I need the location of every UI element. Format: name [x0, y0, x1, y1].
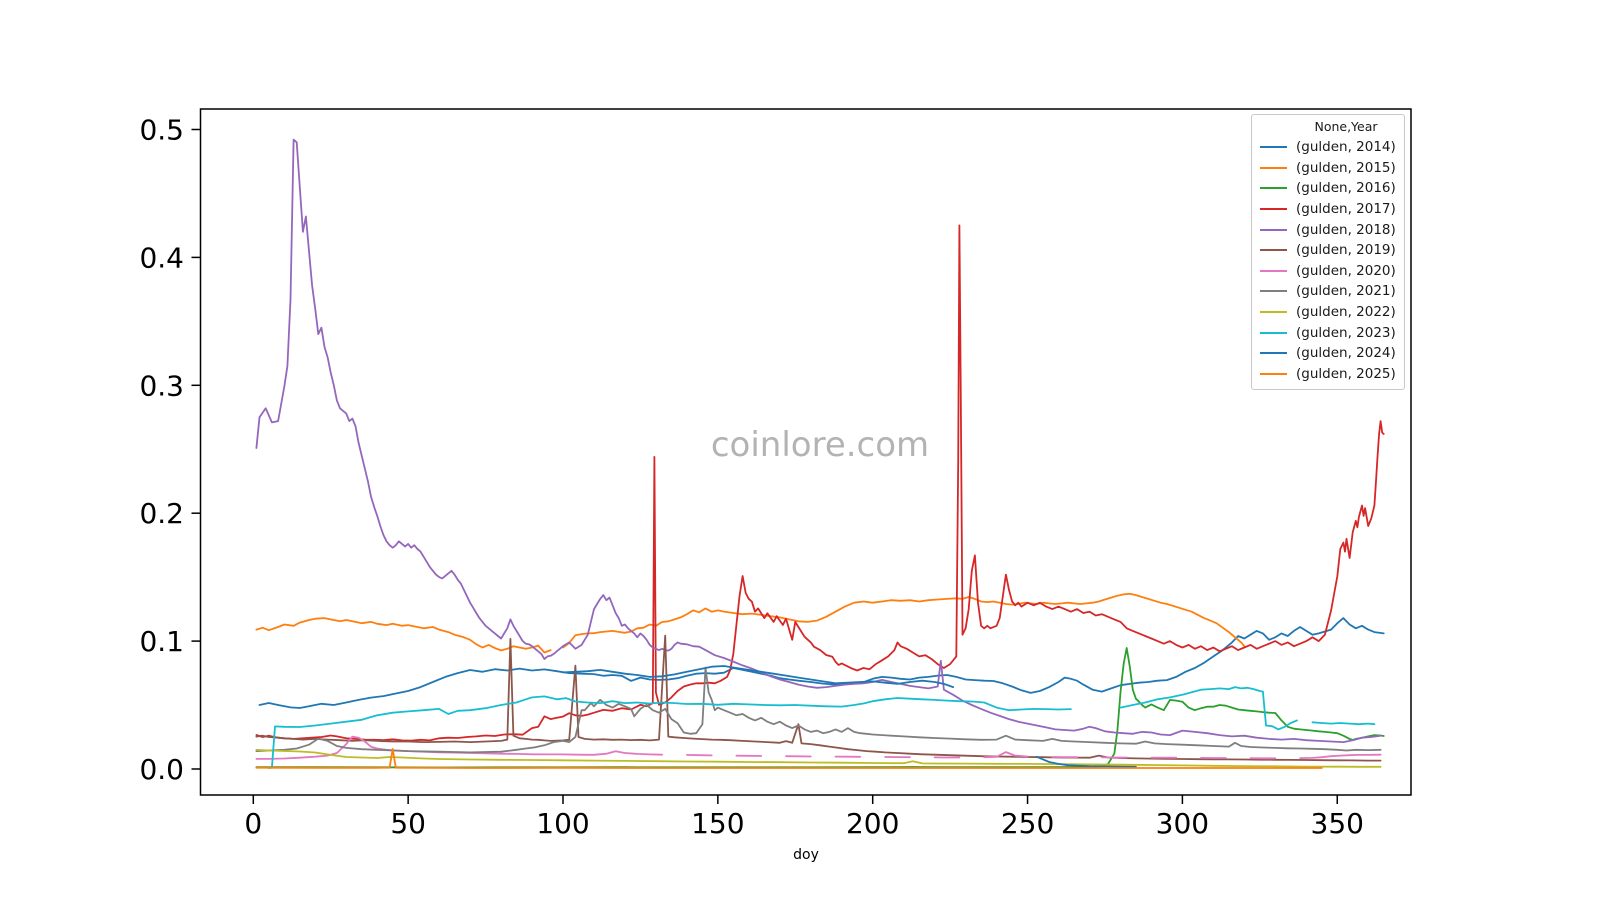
legend-item: (gulden, 2018)	[1252, 219, 1404, 240]
series-line-2017	[255, 224, 1385, 742]
legend-item: (gulden, 2017)	[1252, 199, 1404, 220]
series-line-2024	[1035, 755, 1137, 768]
legend-line-swatch	[1260, 352, 1287, 355]
series-line-2023	[1119, 686, 1298, 731]
legend-line-swatch	[1260, 269, 1287, 272]
legend-item-label: (gulden, 2017)	[1296, 201, 1396, 218]
x-tick-label: 100	[536, 807, 589, 840]
series-line-2020	[983, 751, 1029, 759]
legend-item: (gulden, 2020)	[1252, 261, 1404, 282]
legend-item: (gulden, 2016)	[1252, 178, 1404, 199]
x-tick-label: 350	[1311, 807, 1364, 840]
series-line-2020	[686, 754, 713, 757]
legend-item-label: (gulden, 2015)	[1296, 159, 1396, 176]
y-tick-label: 0.5	[139, 114, 184, 147]
legend-item: (gulden, 2015)	[1252, 158, 1404, 179]
series-line-2019	[255, 634, 1382, 762]
legend-item-label: (gulden, 2021)	[1296, 283, 1396, 300]
legend-item-label: (gulden, 2023)	[1296, 324, 1396, 341]
y-tick-label: 0.2	[139, 497, 184, 530]
x-tick-label: 300	[1156, 807, 1209, 840]
legend-line-swatch	[1260, 187, 1287, 190]
legend-item: (gulden, 2021)	[1252, 281, 1404, 302]
legend-box: None,Year (gulden, 2014) (gulden, 2015) (g…	[1251, 114, 1405, 390]
legend-item: (gulden, 2024)	[1252, 343, 1404, 364]
series-line-2021	[255, 666, 1382, 754]
x-tick-label: 150	[691, 807, 744, 840]
x-tick-label: 50	[390, 807, 426, 840]
y-tick-label: 0.1	[139, 625, 184, 658]
series-line-2025	[255, 748, 1323, 769]
series-line-2016	[255, 647, 1385, 769]
legend-items: (gulden, 2014) (gulden, 2015) (gulden, 201…	[1252, 137, 1404, 384]
series-line-2018	[255, 138, 1382, 743]
plot-border	[199, 108, 1412, 796]
series-line-2014	[258, 617, 1385, 709]
y-tick-label: 0.3	[139, 369, 184, 402]
legend-item: (gulden, 2019)	[1252, 240, 1404, 261]
x-tick-label: 200	[846, 807, 899, 840]
legend-line-swatch	[1260, 249, 1287, 252]
watermark: coinlore.com	[711, 425, 929, 465]
legend-line-swatch	[1260, 146, 1287, 149]
legend-item: (gulden, 2022)	[1252, 302, 1404, 323]
legend-line-swatch	[1260, 208, 1287, 211]
legend-item: (gulden, 2025)	[1252, 364, 1404, 385]
series-line-2022	[255, 749, 1382, 768]
series-line-2020	[1299, 753, 1382, 759]
series-line-2024	[562, 665, 955, 688]
legend-line-swatch	[1260, 166, 1287, 169]
legend-item: (gulden, 2014)	[1252, 137, 1404, 158]
legend-title: None,Year	[1314, 119, 1378, 134]
legend-item-label: (gulden, 2020)	[1296, 262, 1396, 279]
legend-line-swatch	[1260, 311, 1287, 314]
x-axis-label: doy	[793, 847, 819, 863]
legend-line-swatch	[1260, 331, 1287, 334]
y-tick-label: 0.4	[139, 241, 184, 274]
axis-ticks	[191, 128, 1338, 804]
legend-item-label: (gulden, 2022)	[1296, 304, 1396, 321]
series-line-2023	[267, 695, 1072, 769]
legend-line-swatch	[1260, 290, 1287, 293]
line-series-group	[255, 138, 1385, 769]
series-line-2015	[562, 592, 1246, 649]
series-line-2015	[255, 617, 552, 654]
y-tick-label: 0.0	[139, 753, 184, 786]
series-line-2023	[1311, 721, 1376, 726]
legend-item-label: (gulden, 2016)	[1296, 180, 1396, 197]
legend-item-label: (gulden, 2019)	[1296, 242, 1396, 259]
legend-line-swatch	[1260, 228, 1287, 231]
x-tick-label: 0	[244, 807, 262, 840]
legend-item-label: (gulden, 2014)	[1296, 139, 1396, 156]
legend-line-swatch	[1260, 372, 1287, 375]
legend-item: (gulden, 2023)	[1252, 322, 1404, 343]
legend-item-label: (gulden, 2018)	[1296, 221, 1396, 238]
axis-tick-labels: 0 50 100 150 200 250 300 350 0.0 0.1 0.2 0.3 0.4 0.5	[139, 114, 1364, 841]
legend-item-label: (gulden, 2024)	[1296, 345, 1396, 362]
x-tick-label: 250	[1001, 807, 1054, 840]
legend-item-label: (gulden, 2025)	[1296, 365, 1396, 382]
